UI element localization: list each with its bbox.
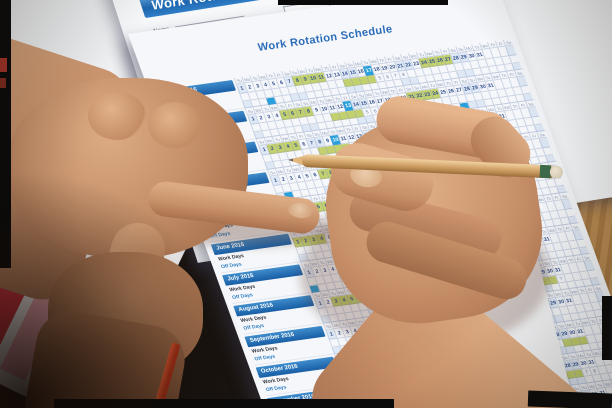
off-days-label: Off Days bbox=[253, 353, 277, 363]
left-edge-red-chip bbox=[0, 78, 6, 88]
off-days-label: Off Days bbox=[231, 292, 254, 301]
off-days-label: Off Days bbox=[264, 384, 288, 394]
off-days-label: Off Days bbox=[242, 323, 266, 332]
off-days-label: Off Days bbox=[220, 261, 243, 271]
bottom-black-strip bbox=[54, 399, 394, 408]
top-black-strip bbox=[278, 0, 448, 5]
bottom-right-black bbox=[527, 390, 612, 408]
pencil-lead bbox=[288, 158, 293, 161]
schedule-title: Work Rotation Schedule bbox=[255, 23, 395, 54]
left-black-edge bbox=[0, 0, 11, 268]
left-edge-red-chip bbox=[0, 58, 7, 72]
knuckle bbox=[88, 92, 146, 140]
pencil-end-cap bbox=[549, 165, 564, 179]
knuckle bbox=[148, 102, 202, 148]
right-black-bar bbox=[602, 296, 612, 360]
